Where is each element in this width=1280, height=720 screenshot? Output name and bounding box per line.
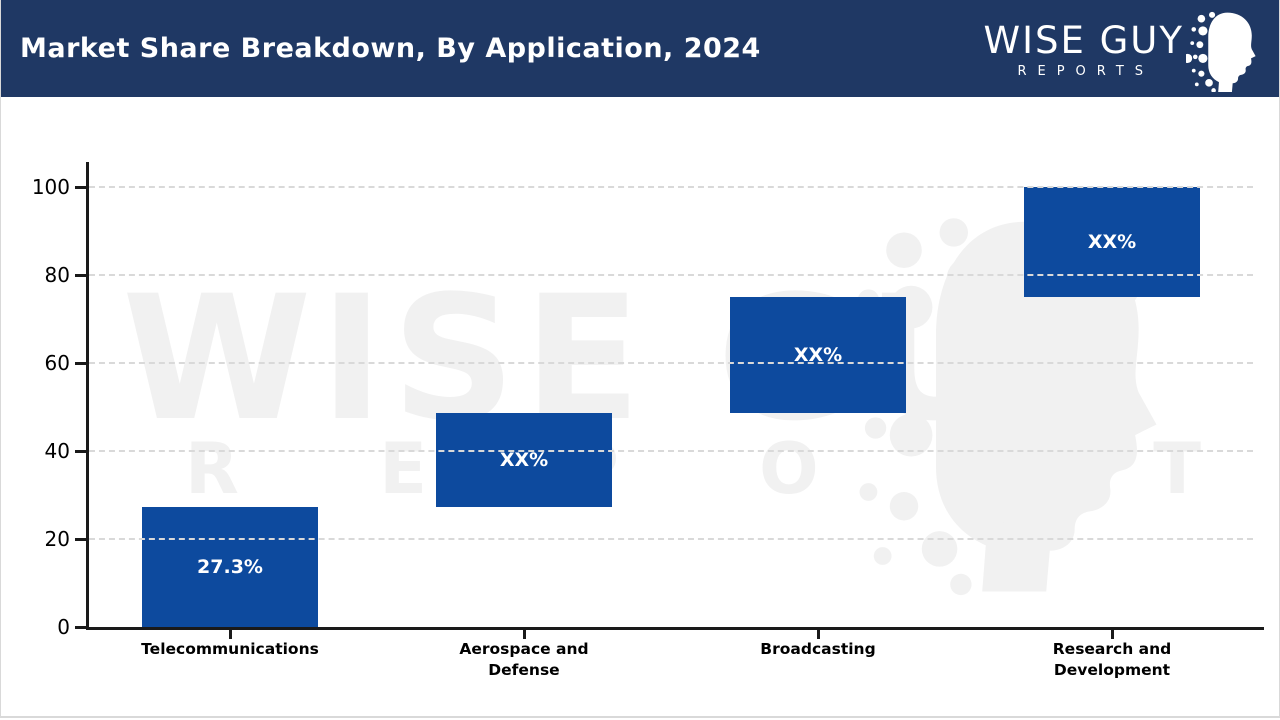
logo-subtext: REPORTS <box>1017 64 1155 79</box>
x-axis-category-label: Research and Development <box>1052 640 1172 679</box>
y-axis-tick <box>75 538 86 541</box>
header-bar: Market Share Breakdown, By Application, … <box>0 0 1280 97</box>
x-axis-tick <box>817 630 820 639</box>
bar-segment <box>730 297 906 414</box>
x-axis-category-label: Telecommunications <box>141 640 319 658</box>
y-axis-line <box>86 162 89 630</box>
gridline <box>89 274 1253 276</box>
bar-segment <box>436 413 612 507</box>
y-axis-tick-label: 40 <box>44 439 70 463</box>
y-axis-tick <box>75 362 86 365</box>
y-axis-tick <box>75 450 86 453</box>
bar-value-label: 27.3% <box>197 555 263 578</box>
x-axis-category-label: Aerospace and Defense <box>459 640 589 679</box>
bar-value-label: XX% <box>499 449 549 472</box>
gridline <box>89 538 1253 540</box>
y-axis-tick <box>75 626 86 629</box>
brand-logo: WISE GUY REPORTS <box>984 8 1258 92</box>
gridline <box>89 362 1253 364</box>
y-axis-tick <box>75 186 86 189</box>
watermark-wordmark: WISE GUY <box>122 258 1147 459</box>
x-axis-tick <box>523 630 526 639</box>
bar-value-label: XX% <box>1087 231 1137 253</box>
x-axis-line <box>86 627 1264 630</box>
y-axis-tick <box>75 274 86 277</box>
x-axis-tick <box>1111 630 1114 639</box>
x-axis-category-label: Broadcasting <box>760 640 876 658</box>
y-axis-tick-label: 100 <box>31 175 70 199</box>
bar-value-label: XX% <box>793 344 843 367</box>
y-axis-tick-label: 0 <box>57 615 70 639</box>
y-axis-tick-label: 20 <box>44 527 70 551</box>
watermark-subtext: R E P O R T S <box>185 428 1280 510</box>
gridline <box>89 186 1253 188</box>
y-axis-tick-label: 60 <box>44 351 70 375</box>
logo-wordmark: WISE GUY <box>983 19 1184 62</box>
x-axis-tick <box>229 630 232 639</box>
bar-segment <box>142 506 318 627</box>
chart-title: Market Share Breakdown, By Application, … <box>20 33 761 64</box>
y-axis-tick-label: 80 <box>44 263 70 287</box>
logo-face-icon <box>1186 11 1256 92</box>
gridline <box>89 450 1253 452</box>
